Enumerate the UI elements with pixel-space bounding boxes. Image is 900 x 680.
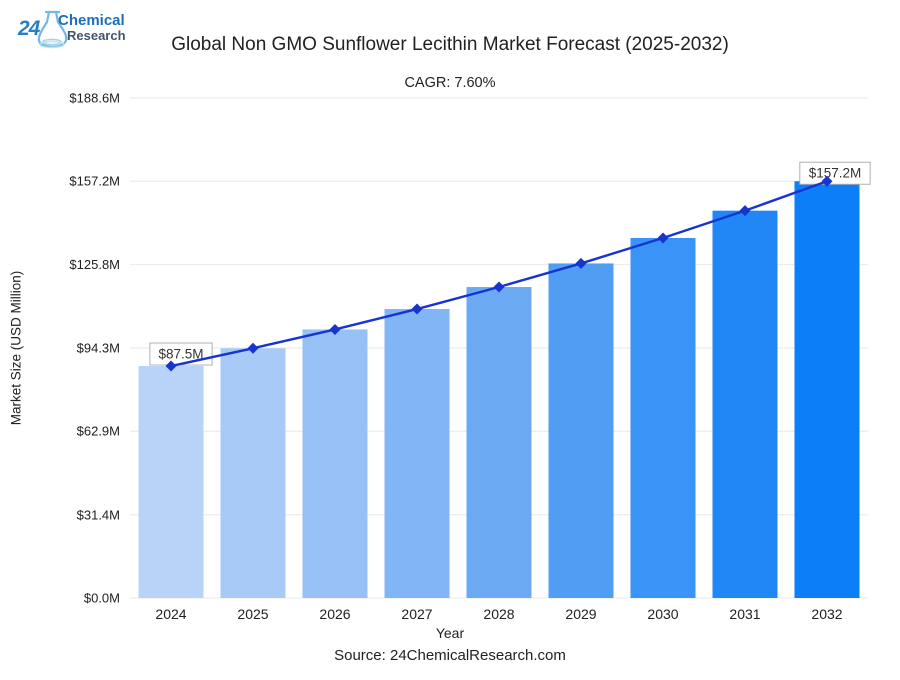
bar-2032: [794, 181, 860, 598]
x-tick-label: 2031: [729, 606, 760, 622]
x-tick-label: 2027: [401, 606, 432, 622]
x-tick-label: 2026: [319, 606, 350, 622]
data-label-box-2032: [799, 161, 871, 185]
marker-2025: [247, 342, 259, 354]
y-tick-label: $125.8M: [69, 257, 120, 272]
y-tick-label: $0.0M: [84, 591, 120, 606]
x-tick-label: 2032: [811, 606, 842, 622]
bar-2024: [138, 366, 204, 598]
x-axis-title: Year: [435, 625, 465, 641]
marker-2031: [739, 205, 751, 217]
logo-number: 24: [18, 17, 40, 40]
chart-title: Global Non GMO Sunflower Lecithin Market…: [171, 34, 729, 55]
y-tick-label: $62.9M: [77, 424, 120, 439]
bar-2027: [384, 309, 450, 598]
y-tick-label: $188.6M: [69, 91, 120, 106]
flask-icon: [37, 10, 68, 49]
marker-2032: [821, 175, 833, 187]
x-tick-label: 2029: [565, 606, 596, 622]
chart-subtitle: CAGR: 7.60%: [404, 75, 496, 91]
bar-2026: [302, 329, 368, 598]
bar-2025: [220, 348, 286, 598]
marker-2026: [329, 323, 341, 335]
x-tick-label: 2025: [237, 606, 268, 622]
bar-2028: [466, 287, 532, 598]
marker-2030: [657, 232, 669, 244]
marker-2029: [575, 257, 587, 269]
marker-2027: [411, 303, 423, 315]
source-caption: Source: 24ChemicalResearch.com: [334, 647, 566, 664]
data-label-2024: $87.5M: [158, 347, 203, 362]
bar-2029: [548, 263, 614, 598]
y-tick-label: $31.4M: [77, 507, 120, 522]
y-tick-label: $157.2M: [69, 174, 120, 189]
y-tick-label: $94.3M: [77, 341, 120, 356]
x-tick-label: 2028: [483, 606, 514, 622]
logo: 24 Chemical Research: [18, 8, 138, 50]
logo-text-chemical: Chemical: [58, 12, 125, 29]
marker-2028: [493, 281, 505, 293]
bar-2030: [630, 237, 696, 598]
logo-text-research: Research: [67, 28, 126, 43]
marker-2024: [165, 360, 177, 372]
data-label-2032: $157.2M: [809, 166, 862, 181]
bar-2031: [712, 210, 778, 599]
x-tick-label: 2024: [155, 606, 186, 622]
x-tick-label: 2030: [647, 606, 678, 622]
